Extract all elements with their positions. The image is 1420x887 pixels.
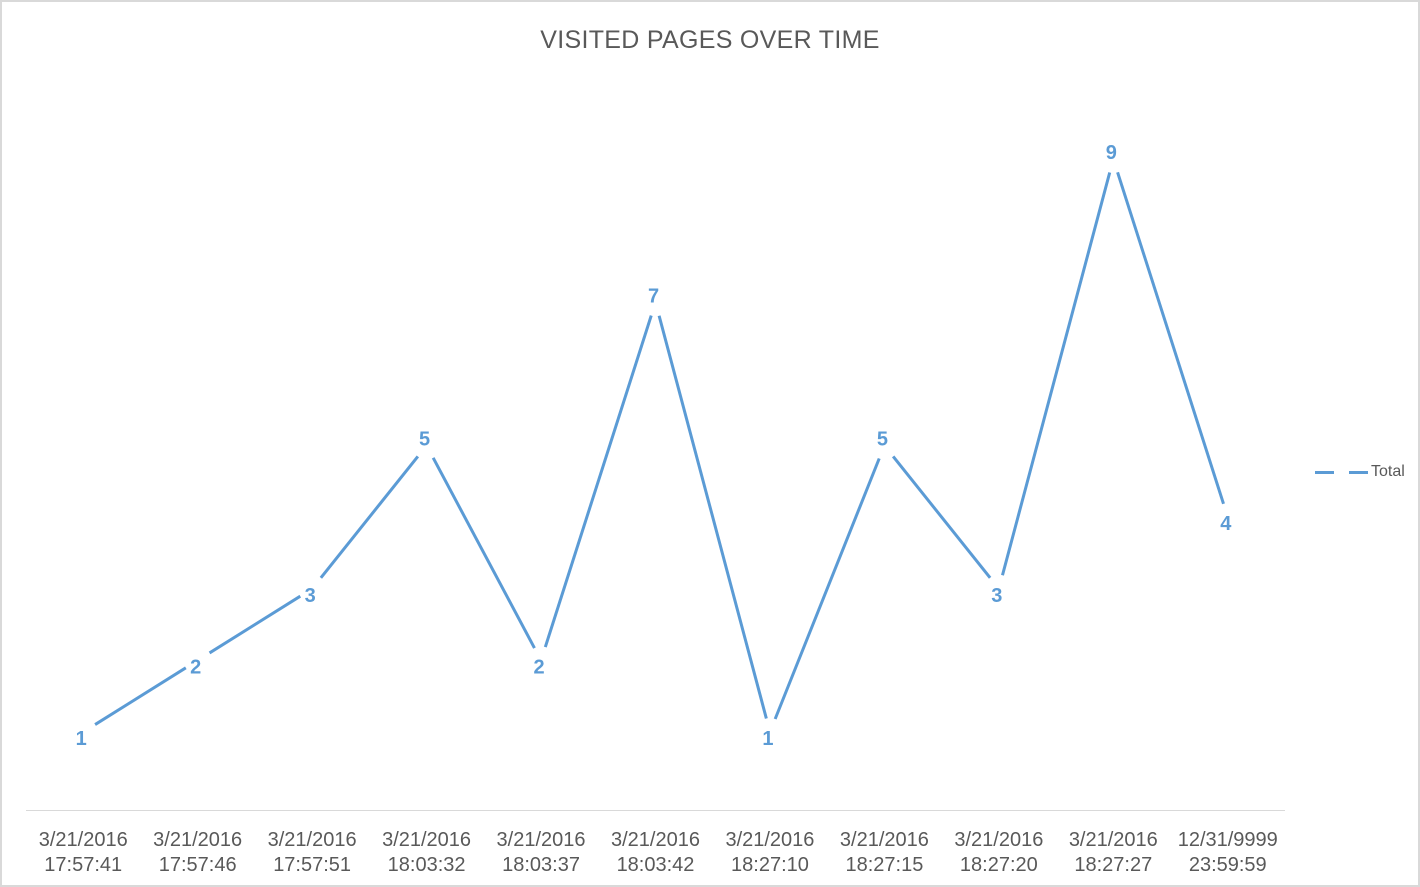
series-line-segment <box>319 455 420 579</box>
x-axis-label-time: 23:59:59 <box>1188 854 1267 876</box>
series-line-segment <box>773 457 881 720</box>
x-axis-label-date: 3/21/2016 <box>496 829 586 851</box>
data-label: 1 <box>762 728 773 750</box>
x-axis-label-date: 3/21/2016 <box>954 829 1044 851</box>
x-axis-label-date: 3/21/2016 <box>725 829 815 851</box>
x-axis-label-time: 18:27:27 <box>1074 854 1153 876</box>
series-line-segment <box>94 666 187 726</box>
data-label: 3 <box>991 585 1002 607</box>
x-axis-label-time: 18:03:37 <box>502 854 580 876</box>
data-label: 9 <box>1106 142 1117 164</box>
x-axis-label-date: 3/21/2016 <box>153 829 243 851</box>
x-axis-label-date: 3/21/2016 <box>267 829 357 851</box>
series-line-segment <box>543 315 653 648</box>
series-line-segment <box>431 457 536 649</box>
x-axis-label-time: 17:57:41 <box>44 854 123 876</box>
x-axis-label-time: 18:27:15 <box>845 854 924 876</box>
data-label: 4 <box>1220 513 1232 535</box>
x-axis-label: 3/21/2016 18:03:37 <box>483 828 599 878</box>
x-axis-label: 3/21/2016 18:27:15 <box>826 828 942 878</box>
x-axis-label-time: 18:27:10 <box>731 854 809 876</box>
series-line-segment <box>1116 171 1225 505</box>
x-axis-label: 3/21/2016 17:57:51 <box>254 828 370 878</box>
x-axis-label-date: 3/21/2016 <box>1068 829 1158 851</box>
data-label: 5 <box>419 429 430 451</box>
x-axis-label-date: 3/21/2016 <box>38 829 128 851</box>
data-label: 7 <box>648 285 659 307</box>
x-axis-label: 12/31/9999 23:59:59 <box>1170 828 1286 878</box>
x-axis-label-time: 18:03:42 <box>616 854 695 876</box>
series-line-segment <box>208 594 302 655</box>
x-axis-label-date: 12/31/9999 <box>1177 829 1278 851</box>
legend: Total <box>1315 463 1405 481</box>
x-axis-label-time: 17:57:46 <box>158 854 237 876</box>
chart-title: VISITED PAGES OVER TIME <box>540 26 880 54</box>
x-axis-label-time: 18:27:20 <box>959 854 1038 876</box>
x-axis-label-date: 3/21/2016 <box>611 829 700 851</box>
x-axis-label: 3/21/2016 18:27:20 <box>941 828 1057 878</box>
data-label: 1 <box>76 728 87 750</box>
x-axis-label: 3/21/2016 17:57:41 <box>25 828 141 878</box>
data-label: 2 <box>190 656 201 678</box>
series-line-segment <box>657 315 768 719</box>
x-axis-label: 3/21/2016 17:57:46 <box>140 828 256 878</box>
x-axis-label: 3/21/2016 18:27:10 <box>712 828 828 878</box>
x-axis-label: 3/21/2016 18:27:27 <box>1055 828 1171 878</box>
x-axis-label: 3/21/2016 18:03:42 <box>598 828 714 878</box>
x-axis-label-date: 3/21/2016 <box>382 829 472 851</box>
x-axis-label: 3/21/2016 18:03:32 <box>369 828 485 878</box>
data-label: 3 <box>305 585 316 607</box>
legend-label: Total <box>1371 463 1405 480</box>
x-axis-label-time: 18:03:32 <box>387 854 466 876</box>
data-label: 2 <box>533 656 544 678</box>
series-line-segment <box>891 455 992 579</box>
series-line-segment <box>1001 172 1112 576</box>
x-axis-label-date: 3/21/2016 <box>839 829 929 851</box>
legend-dash-icon <box>1349 470 1368 474</box>
data-label: 5 <box>877 429 888 451</box>
x-axis-label-time: 17:57:51 <box>273 854 352 876</box>
legend-dash-icon <box>1315 470 1334 474</box>
